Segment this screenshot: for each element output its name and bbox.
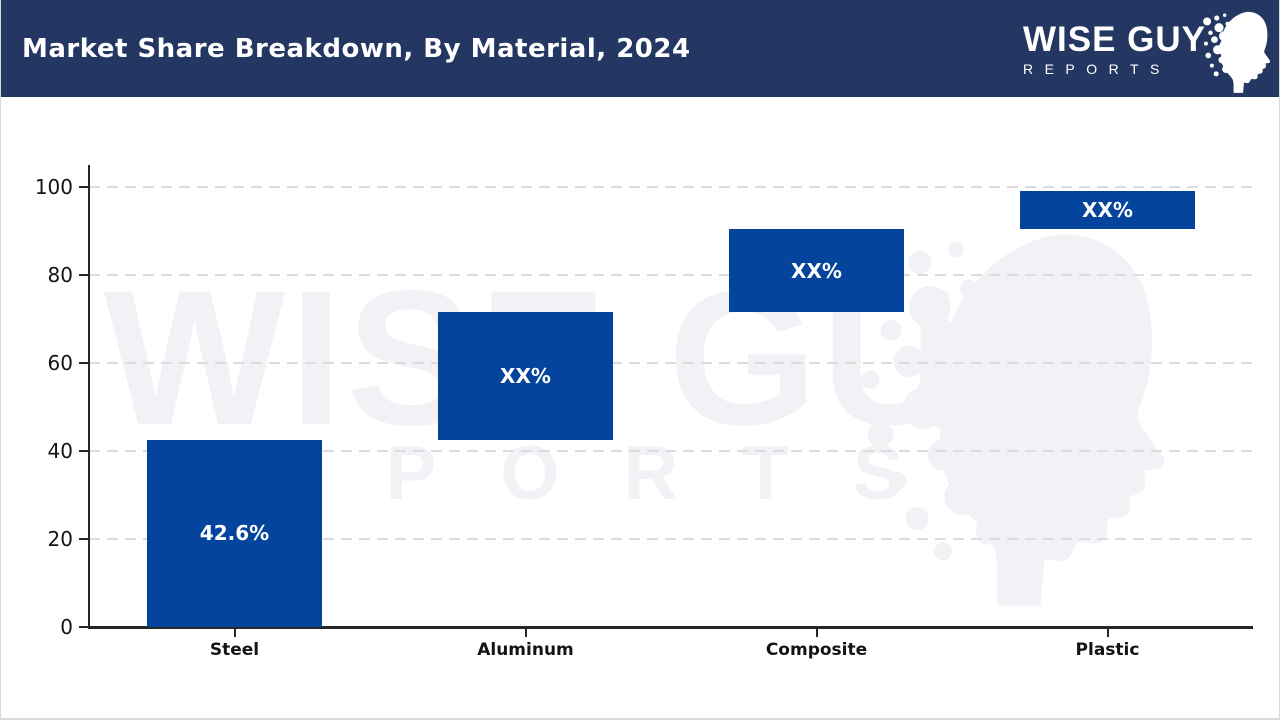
y-axis-tick xyxy=(79,274,88,276)
y-axis-tick xyxy=(79,362,88,364)
bar-value-label-aluminum: XX% xyxy=(500,363,551,388)
y-axis-tick xyxy=(79,538,88,540)
logo-subtitle: REPORTS xyxy=(1022,61,1171,77)
bar-value-label-composite: XX% xyxy=(791,258,842,283)
gridline-y-60 xyxy=(89,362,1253,364)
gridline-y-40 xyxy=(89,450,1253,452)
x-axis-label-composite: Composite xyxy=(765,640,868,660)
x-axis-label-plastic: Plastic xyxy=(1075,640,1140,660)
x-axis-tick xyxy=(233,628,236,637)
gridline-y-100 xyxy=(89,186,1253,188)
y-axis-tick-label: 20 xyxy=(47,527,73,551)
header-band: Market Share Breakdown, By Material, 202… xyxy=(0,0,1280,97)
y-axis-tick-label: 80 xyxy=(47,263,73,287)
logo-text: WISE GUY REPORTS xyxy=(1023,22,1206,78)
gridline-y-80 xyxy=(89,274,1253,276)
logo: WISE GUY REPORTS xyxy=(1016,6,1270,93)
bar-aluminum xyxy=(438,311,613,440)
y-axis-tick-label: 60 xyxy=(47,351,73,375)
logo-wordmark: WISE GUY xyxy=(1022,20,1206,59)
x-axis-label-aluminum: Aluminum xyxy=(477,640,574,660)
y-axis-tick xyxy=(79,626,88,628)
x-axis-label-steel: Steel xyxy=(209,640,260,660)
x-axis-tick xyxy=(815,628,818,637)
x-axis-line xyxy=(88,626,1253,629)
x-axis-tick xyxy=(524,628,527,637)
gridline-y-20 xyxy=(89,538,1253,540)
bar-steel xyxy=(147,439,322,627)
x-axis-tick xyxy=(1106,628,1109,637)
y-axis-tick-label: 100 xyxy=(34,175,73,199)
head-profile-dots-icon xyxy=(1203,11,1270,93)
y-axis-tick xyxy=(79,186,88,188)
y-axis-tick xyxy=(79,450,88,452)
bar-value-label-plastic: XX% xyxy=(1082,197,1133,222)
y-axis-tick-label: 0 xyxy=(60,615,73,639)
bar-plastic xyxy=(1020,190,1195,230)
bar-value-label-steel: 42.6% xyxy=(199,521,270,546)
y-axis-line xyxy=(88,165,90,629)
page-title: Market Share Breakdown, By Material, 202… xyxy=(22,33,691,64)
y-axis-tick-label: 40 xyxy=(47,439,73,463)
